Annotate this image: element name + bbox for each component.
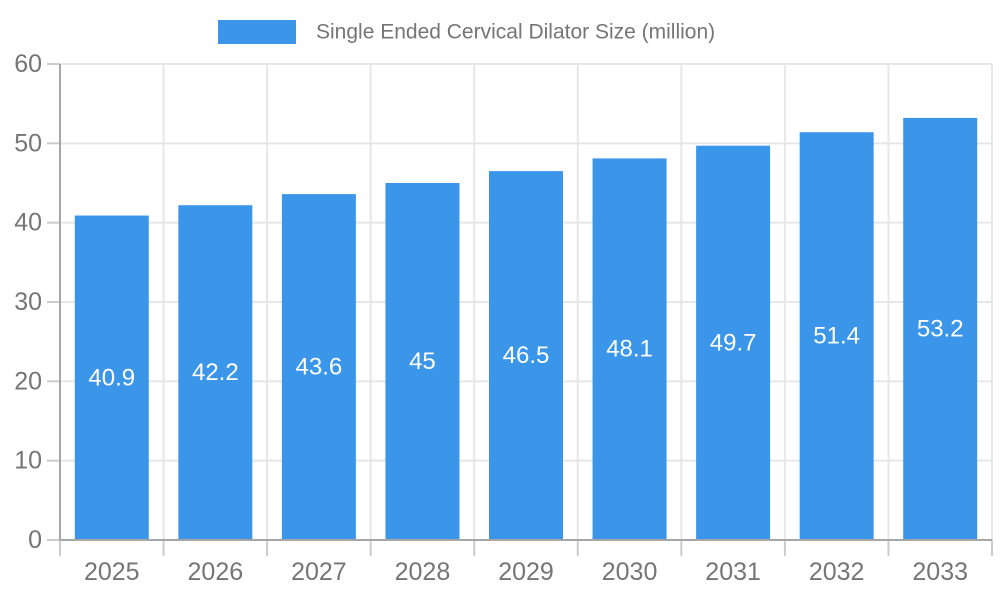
bar[interactable]: [592, 158, 667, 540]
bar[interactable]: [385, 183, 460, 540]
bar[interactable]: [178, 205, 253, 541]
x-axis-label: 2031: [705, 558, 761, 586]
x-axis-label: 2033: [912, 558, 968, 586]
legend-swatch[interactable]: [218, 20, 296, 44]
bar-value-label: 43.6: [296, 354, 343, 381]
x-axis-label: 2026: [188, 558, 244, 586]
bar[interactable]: [489, 171, 563, 540]
axis-ticks: [47, 63, 993, 556]
x-axis-label: 2029: [498, 558, 554, 586]
bar-value-label: 51.4: [813, 323, 860, 350]
legend: Single Ended Cervical Dilator Size (mill…: [218, 20, 715, 44]
axis-lines: [59, 64, 992, 541]
bar-value-label: 53.2: [917, 315, 964, 342]
bar[interactable]: [74, 215, 149, 540]
axis-labels: 010203040506040.9202542.2202643.62027452…: [14, 50, 968, 586]
bar-value-label: 49.7: [710, 329, 757, 356]
y-axis-label: 30: [14, 288, 42, 316]
x-axis-label: 2025: [84, 558, 140, 586]
x-axis-label: 2032: [809, 558, 865, 586]
bar[interactable]: [799, 132, 874, 540]
bar-value-label: 40.9: [88, 364, 135, 391]
bar-value-label: 46.5: [503, 342, 550, 369]
y-axis-label: 10: [14, 447, 42, 475]
bar[interactable]: [696, 145, 771, 541]
y-axis-label: 20: [14, 367, 42, 395]
bar[interactable]: [903, 117, 978, 541]
y-axis-label: 40: [14, 209, 42, 237]
x-axis-label: 2027: [291, 558, 347, 586]
y-axis-label: 0: [28, 526, 42, 554]
legend-label[interactable]: Single Ended Cervical Dilator Size (mill…: [316, 21, 715, 44]
y-axis-label: 50: [14, 129, 42, 157]
x-axis-label: 2030: [602, 558, 658, 586]
x-axis-label: 2028: [395, 558, 451, 586]
bar-value-label: 48.1: [606, 336, 653, 363]
y-axis-label: 60: [14, 50, 42, 78]
bar-value-label: 42.2: [192, 359, 239, 386]
bar[interactable]: [281, 194, 356, 540]
bars: [74, 117, 978, 541]
bar-value-label: 45: [409, 348, 436, 375]
